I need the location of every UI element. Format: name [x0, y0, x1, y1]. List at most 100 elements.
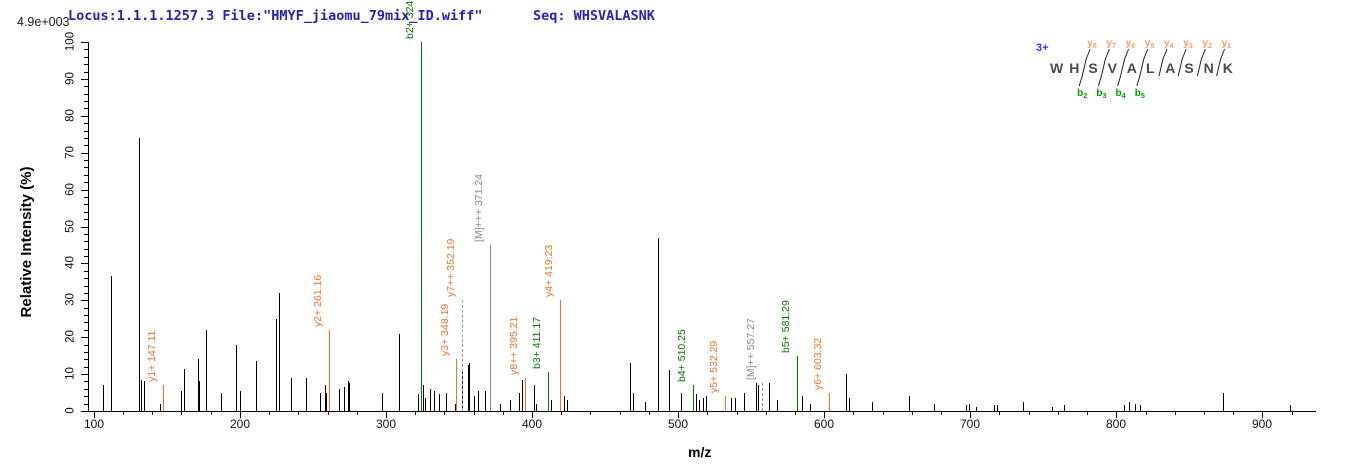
y-minor-tick — [84, 234, 88, 235]
y-minor-tick — [84, 241, 88, 242]
y-minor-tick — [84, 138, 88, 139]
y-minor-tick — [84, 86, 88, 87]
peak-unassigned — [997, 405, 998, 411]
x-axis-title: m/z — [688, 444, 712, 460]
x-major-tick — [240, 412, 241, 418]
y-minor-tick — [84, 101, 88, 102]
x-tick-label: 100 — [83, 417, 105, 431]
y-tick-label: 60 — [64, 183, 77, 196]
peak-unassigned — [756, 383, 757, 411]
y-tick-label: 30 — [64, 293, 77, 306]
x-minor-tick — [1175, 412, 1176, 415]
peak-unassigned — [735, 398, 736, 411]
x-minor-tick — [561, 412, 562, 415]
residue-9-N: N — [1204, 60, 1214, 76]
x-minor-tick — [883, 412, 884, 415]
x-minor-tick — [620, 412, 621, 415]
y-tick-label: 10 — [64, 367, 77, 380]
y-tick-label: 70 — [64, 146, 77, 159]
y-minor-tick — [84, 204, 88, 205]
peak-unassigned — [291, 377, 292, 411]
peak-label: y2+ 261.16 — [312, 274, 324, 327]
peak-unassigned — [1064, 405, 1065, 411]
x-minor-tick — [912, 412, 913, 415]
peak-b4+ — [693, 385, 694, 411]
y-ion-label-y1: y1 — [1222, 38, 1232, 50]
x-minor-tick — [1087, 412, 1088, 415]
y-minor-tick — [84, 249, 88, 250]
y-minor-tick — [84, 293, 88, 294]
peak-y1+ — [163, 385, 164, 411]
peak-unassigned — [969, 403, 970, 411]
residue-5-A: A — [1127, 60, 1137, 76]
y-major-tick — [81, 190, 88, 191]
y-ion-label-y8: y8 — [1087, 38, 1097, 50]
peak-unassigned — [349, 383, 350, 411]
b-ion-label-b5: b5 — [1135, 88, 1145, 100]
y-minor-tick — [84, 389, 88, 390]
peak-b3+ — [548, 372, 549, 411]
peak-[M]++ — [762, 383, 763, 411]
x-minor-tick — [152, 412, 153, 415]
peak-unassigned — [139, 137, 140, 411]
peak-label: y3+ 348.19 — [439, 304, 451, 357]
peak-unassigned — [141, 379, 142, 411]
peak-label: b3+ 411.17 — [531, 317, 543, 370]
peak-unassigned — [564, 396, 565, 411]
x-minor-tick — [269, 412, 270, 415]
peak-unassigned — [430, 388, 431, 411]
y-tick-label: 50 — [64, 220, 77, 233]
peak-unassigned — [306, 377, 307, 411]
residue-7-A: A — [1165, 60, 1175, 76]
y-minor-tick — [84, 367, 88, 368]
x-tick-label: 500 — [667, 417, 689, 431]
peak-unassigned — [849, 398, 850, 411]
peak-unassigned — [1124, 405, 1125, 411]
peak-unassigned — [348, 381, 349, 411]
peak-unassigned — [522, 379, 523, 411]
peak-unassigned — [320, 392, 321, 411]
peak-unassigned — [976, 407, 977, 411]
intensity-scale-label: 4.9e+003 — [17, 15, 70, 29]
x-minor-tick — [1292, 412, 1293, 415]
cleavage-mark-y8 — [1078, 48, 1091, 87]
peak-unassigned — [699, 399, 700, 411]
x-minor-tick — [795, 412, 796, 415]
peak-b5+ — [797, 355, 798, 411]
peak-y3+ — [456, 359, 457, 411]
y-tick-label: 80 — [64, 109, 77, 122]
peak-unassigned — [326, 392, 327, 411]
peak-unassigned — [423, 385, 424, 411]
x-minor-tick — [444, 412, 445, 415]
y-ion-label-y6: y6 — [1126, 38, 1136, 50]
y-major-tick — [81, 153, 88, 154]
y-minor-tick — [84, 131, 88, 132]
peak-unassigned — [325, 385, 326, 411]
peak-unassigned — [418, 394, 419, 411]
x-minor-tick — [298, 412, 299, 415]
peak-unassigned — [681, 392, 682, 411]
peak-unassigned — [846, 374, 847, 411]
y-minor-tick — [84, 57, 88, 58]
peak-y6+ — [829, 392, 830, 411]
y-major-tick — [81, 263, 88, 264]
peak-unassigned — [382, 392, 383, 411]
peak-label: y7++ 352.19 — [445, 238, 457, 298]
x-tick-label: 600 — [813, 417, 835, 431]
peak-unassigned — [399, 333, 400, 411]
x-minor-tick — [590, 412, 591, 415]
x-tick-label: 200 — [229, 417, 251, 431]
peak-unassigned — [439, 394, 440, 411]
x-major-tick — [532, 412, 533, 418]
y-minor-tick — [84, 182, 88, 183]
peak-label: [M]+++ 371.24 — [473, 173, 485, 242]
b-ion-label-b3: b3 — [1096, 88, 1106, 100]
x-minor-tick — [474, 412, 475, 415]
y-minor-tick — [84, 278, 88, 279]
peak-unassigned — [758, 385, 759, 411]
residue-8-S: S — [1184, 60, 1193, 76]
x-minor-tick — [503, 412, 504, 415]
peak-unassigned — [567, 399, 568, 411]
peak-unassigned — [645, 401, 646, 411]
peak-y2+ — [329, 329, 330, 411]
